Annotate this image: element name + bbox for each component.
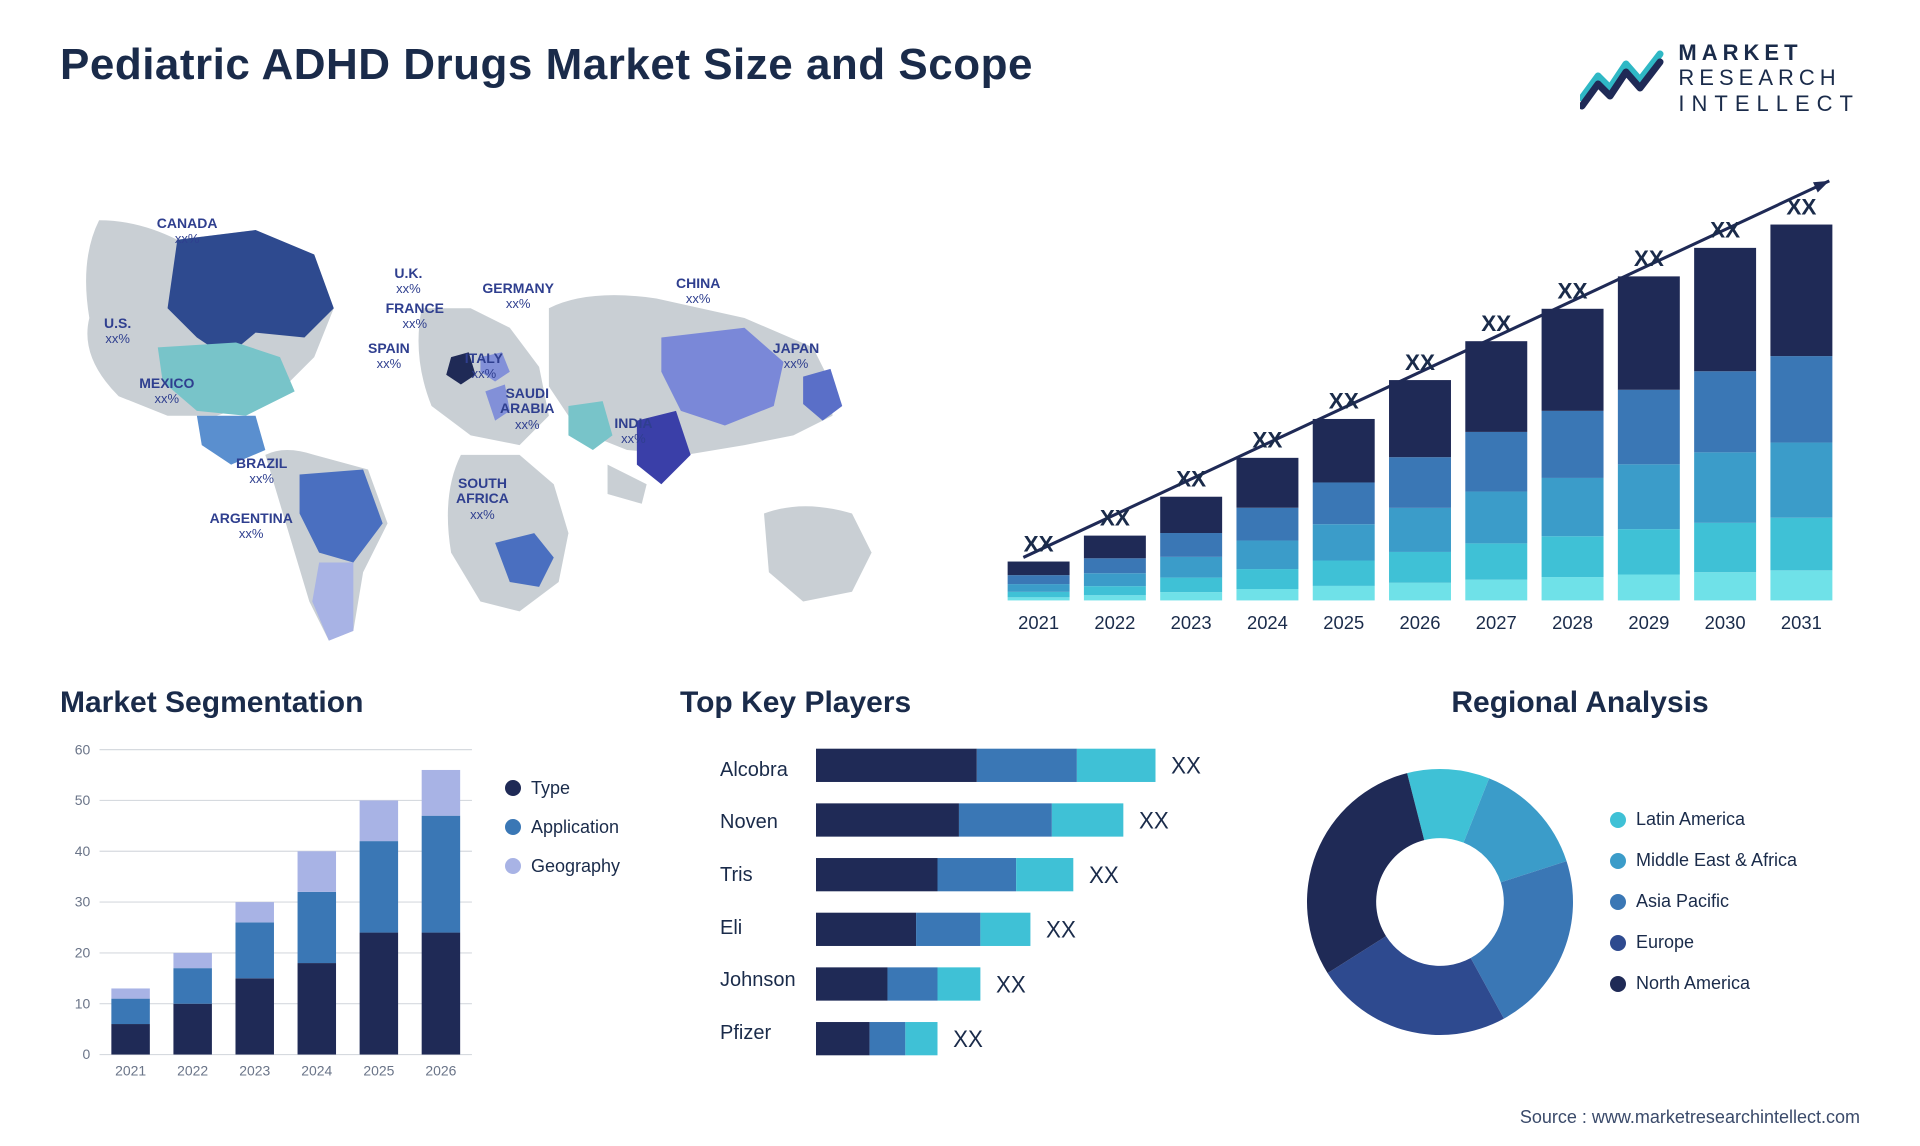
map-label: CHINAxx%: [676, 276, 720, 307]
svg-text:2028: 2028: [1552, 612, 1593, 633]
segmentation-title: Market Segmentation: [60, 686, 620, 720]
svg-text:2029: 2029: [1628, 612, 1669, 633]
key-players-bar-chart: XX XX XX XX XX XX: [816, 738, 1240, 1066]
svg-text:0: 0: [82, 1046, 90, 1062]
svg-text:2021: 2021: [115, 1062, 146, 1078]
legend-item: Geography: [505, 856, 620, 877]
svg-text:2024: 2024: [1247, 612, 1288, 633]
svg-text:2025: 2025: [363, 1062, 394, 1078]
map-label: SPAINxx%: [368, 341, 410, 372]
svg-text:XX: XX: [1481, 311, 1511, 336]
svg-text:XX: XX: [996, 971, 1026, 998]
svg-text:2023: 2023: [239, 1062, 270, 1078]
svg-text:2030: 2030: [1705, 612, 1746, 633]
map-label: ITALYxx%: [465, 351, 503, 382]
key-players-panel: Top Key Players Alcobra Noven Tris Eli Johns…: [680, 686, 1240, 1066]
legend-item: North America: [1610, 973, 1797, 994]
svg-text:10: 10: [75, 995, 91, 1011]
svg-text:2024: 2024: [301, 1062, 332, 1078]
logo-line2: RESEARCH: [1678, 65, 1860, 90]
map-label: INDIAxx%: [614, 416, 652, 447]
segmentation-panel: Market Segmentation 01020304050602021202…: [60, 686, 620, 1066]
player-name: Pfizer: [720, 1022, 796, 1045]
segmentation-legend: Type Application Geography: [505, 738, 620, 1087]
player-name: Johnson: [720, 969, 796, 992]
page-title: Pediatric ADHD Drugs Market Size and Sco…: [60, 40, 1033, 90]
svg-text:2023: 2023: [1171, 612, 1212, 633]
svg-text:XX: XX: [1024, 531, 1054, 556]
regional-donut-chart: [1300, 762, 1580, 1042]
map-label: CANADAxx%: [157, 216, 218, 247]
svg-text:XX: XX: [1329, 389, 1359, 414]
logo-icon: [1580, 46, 1664, 110]
legend-item: Asia Pacific: [1610, 891, 1797, 912]
svg-text:2026: 2026: [1400, 612, 1441, 633]
svg-text:XX: XX: [953, 1025, 983, 1052]
player-name: Eli: [720, 917, 796, 940]
segmentation-bar-chart: 0 10 20 30 40 50 60 2021 2022 2023 2024 2025 2026: [60, 738, 479, 1087]
player-name: Noven: [720, 811, 796, 834]
player-name: Tris: [720, 864, 796, 887]
legend-item: Application: [505, 817, 620, 838]
svg-text:XX: XX: [1710, 218, 1740, 243]
regional-legend: Latin America Middle East & Africa Asia Pa…: [1610, 809, 1797, 994]
svg-text:40: 40: [75, 843, 91, 859]
svg-text:20: 20: [75, 944, 91, 960]
svg-text:XX: XX: [1100, 505, 1130, 530]
logo-line3: INTELLECT: [1678, 91, 1860, 116]
svg-text:XX: XX: [1089, 861, 1119, 888]
map-label: ARGENTINAxx%: [210, 511, 293, 542]
svg-text:XX: XX: [1405, 350, 1435, 375]
source-attribution: Source : www.marketresearchintellect.com: [1520, 1107, 1860, 1128]
svg-text:2022: 2022: [1094, 612, 1135, 633]
svg-text:50: 50: [75, 792, 91, 808]
map-label: SOUTHAFRICAxx%: [456, 476, 509, 522]
svg-text:2022: 2022: [177, 1062, 208, 1078]
svg-text:60: 60: [75, 741, 91, 757]
map-label: MEXICOxx%: [139, 376, 194, 407]
svg-text:XX: XX: [1634, 246, 1664, 271]
key-players-title: Top Key Players: [680, 686, 1240, 720]
map-label: U.K.xx%: [394, 266, 422, 297]
svg-text:2021: 2021: [1018, 612, 1059, 633]
svg-text:XX: XX: [1786, 194, 1816, 219]
svg-text:XX: XX: [1558, 278, 1588, 303]
map-label: U.S.xx%: [104, 316, 131, 347]
regional-title: Regional Analysis: [1300, 686, 1860, 720]
world-map-panel: CANADAxx% U.S.xx% MEXICOxx% BRAZILxx% ARGENT…: [60, 156, 940, 656]
svg-text:XX: XX: [1176, 466, 1206, 491]
growth-bar-chart: XX 2021 XX 2022 XX 2023 XX 2024 XX 2025 XX 2026 XX 20…: [980, 156, 1860, 656]
player-name: Alcobra: [720, 759, 796, 782]
svg-text:XX: XX: [1139, 807, 1169, 834]
svg-text:XX: XX: [1046, 916, 1076, 943]
regional-panel: Regional Analysis Latin America Middle Ea…: [1300, 686, 1860, 1066]
map-label: JAPANxx%: [773, 341, 819, 372]
legend-item: Middle East & Africa: [1610, 850, 1797, 871]
map-label: GERMANYxx%: [482, 281, 554, 312]
map-label: BRAZILxx%: [236, 456, 287, 487]
map-label: SAUDIARABIAxx%: [500, 386, 554, 432]
svg-text:2026: 2026: [425, 1062, 456, 1078]
svg-text:XX: XX: [1252, 428, 1282, 453]
logo-line1: MARKET: [1678, 40, 1860, 65]
growth-chart-panel: XX 2021 XX 2022 XX 2023 XX 2024 XX 2025 XX 2026 XX 20…: [980, 156, 1860, 656]
svg-text:XX: XX: [1171, 752, 1201, 779]
player-name-list: Alcobra Noven Tris Eli Johnson Pfizer: [680, 738, 816, 1066]
map-label: FRANCExx%: [386, 301, 444, 332]
legend-item: Europe: [1610, 932, 1797, 953]
brand-logo: MARKET RESEARCH INTELLECT: [1580, 40, 1860, 116]
svg-text:30: 30: [75, 894, 91, 910]
svg-text:2031: 2031: [1781, 612, 1822, 633]
svg-text:2027: 2027: [1476, 612, 1517, 633]
svg-text:2025: 2025: [1323, 612, 1364, 633]
legend-item: Latin America: [1610, 809, 1797, 830]
legend-item: Type: [505, 778, 620, 799]
